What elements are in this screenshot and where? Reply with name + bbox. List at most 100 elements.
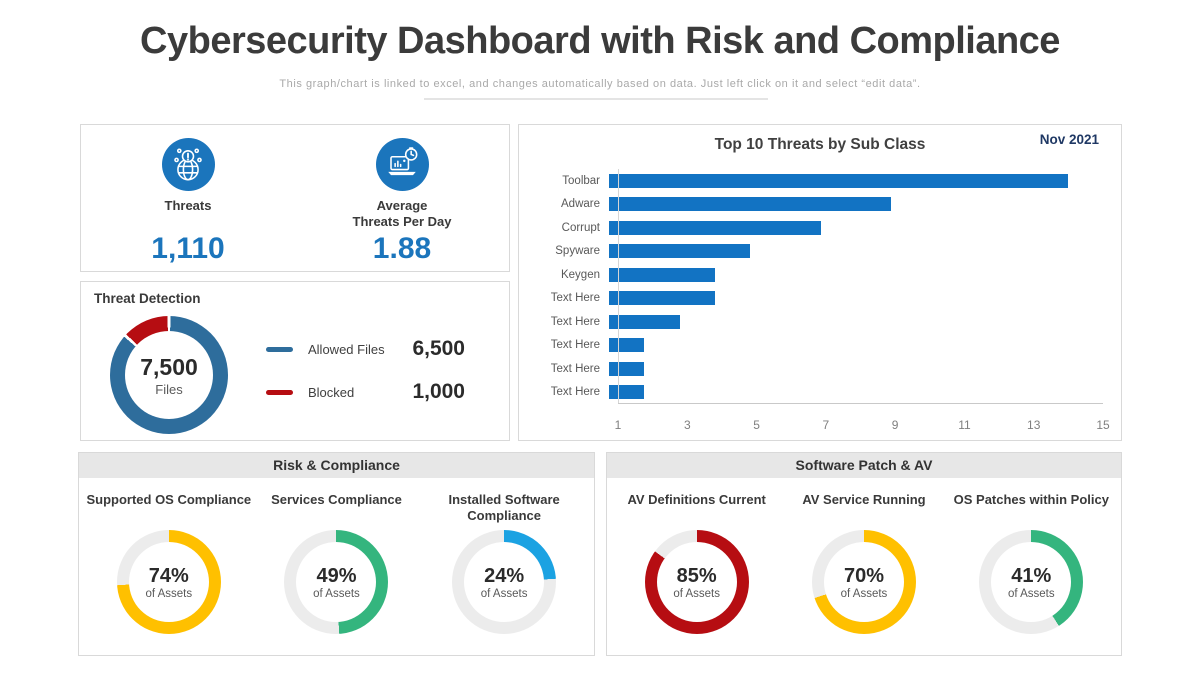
legend-dash-icon bbox=[266, 346, 293, 352]
bar-row: Toolbar bbox=[537, 169, 1103, 193]
bar-row: Text Here bbox=[537, 310, 1103, 334]
gauge-title: OS Patches within Policy bbox=[953, 492, 1109, 507]
bar-row: Spyware bbox=[537, 240, 1103, 264]
threat-detection-title: Threat Detection bbox=[94, 291, 201, 306]
bar-track bbox=[609, 173, 1103, 188]
stat-card-avg-threats: Average Threats Per Day 1.88 bbox=[306, 138, 499, 271]
bar-rows: Toolbar Adware Corrupt Spyware Keygen Text He… bbox=[537, 169, 1103, 404]
bar-track bbox=[609, 361, 1103, 376]
bar-label: Text Here bbox=[550, 292, 600, 305]
bar-track bbox=[609, 338, 1103, 353]
bar bbox=[609, 338, 645, 353]
x-tick-label: 11 bbox=[958, 418, 971, 432]
globe-alert-icon bbox=[161, 138, 215, 191]
laptop-timer-icon bbox=[375, 138, 429, 191]
gauge-percent: 24% bbox=[484, 564, 525, 587]
gauge-ring: 70% of Assets bbox=[811, 530, 916, 634]
gauge-percent: 41% bbox=[1011, 564, 1052, 587]
bar bbox=[609, 244, 751, 259]
gauge-title: AV Service Running bbox=[802, 492, 926, 507]
software-patch-panel: Software Patch & AV AV Definitions Curre… bbox=[606, 452, 1122, 656]
x-axis-line bbox=[618, 403, 1103, 404]
bar-row: Text Here bbox=[537, 287, 1103, 311]
bar-track bbox=[609, 220, 1103, 235]
stat-card-threats: Threats 1,110 bbox=[92, 138, 285, 271]
gauge-unit: of Assets bbox=[145, 587, 193, 600]
gauge-title: Services Compliance bbox=[271, 492, 402, 507]
gauge-unit: of Assets bbox=[1007, 587, 1055, 600]
gauge-unit: of Assets bbox=[313, 587, 360, 600]
x-tick-label: 5 bbox=[753, 418, 760, 432]
legend-value: 6,500 bbox=[412, 337, 465, 360]
gauge-unit: of Assets bbox=[673, 587, 720, 600]
bar-track bbox=[609, 291, 1103, 306]
gauge-av-service: AV Service Running 70% of Assets bbox=[781, 492, 947, 634]
bar-row: Corrupt bbox=[537, 216, 1103, 240]
gauge-title: Supported OS Compliance bbox=[86, 492, 252, 507]
bar-label: Keygen bbox=[560, 268, 600, 281]
software-patch-header: Software Patch & AV bbox=[607, 453, 1121, 478]
legend-dash-icon bbox=[266, 389, 293, 395]
legend-label: Allowed Files bbox=[308, 341, 385, 357]
gauge-ring: 41% of Assets bbox=[979, 530, 1084, 634]
donut-legend: Allowed Files 6,500 Blocked 1,000 bbox=[266, 335, 465, 421]
x-tick-label: 9 bbox=[891, 418, 899, 432]
x-axis-ticks: 1 3 5 7 9 11 13 15 bbox=[615, 410, 1110, 432]
bar bbox=[609, 220, 821, 235]
bar-track bbox=[609, 385, 1103, 400]
x-tick-label: 7 bbox=[822, 418, 830, 432]
bar bbox=[609, 291, 715, 306]
gauge-av-definitions: AV Definitions Current 85% of Assets bbox=[614, 492, 780, 634]
bar-label: Text Here bbox=[550, 386, 600, 399]
bar-row: Text Here bbox=[537, 357, 1103, 381]
bar bbox=[609, 361, 645, 376]
legend-value: 1,000 bbox=[412, 380, 465, 403]
bar-label: Text Here bbox=[550, 339, 600, 352]
gauge-title: AV Definitions Current bbox=[627, 492, 766, 507]
bar-track bbox=[609, 244, 1103, 259]
gauge-unit: of Assets bbox=[840, 587, 888, 600]
gauge-os-patches: OS Patches within Policy 41% of Assets bbox=[948, 492, 1114, 634]
legend-row-blocked: Blocked 1,000 bbox=[266, 378, 465, 406]
gauge-supported-os: Supported OS Compliance 74% of Assets bbox=[86, 492, 252, 634]
gauge-ring: 49% of Assets bbox=[284, 530, 389, 634]
threat-stats-panel: Threats 1,110 Average bbox=[80, 124, 510, 272]
threat-detection-panel: Threat Detection 7,500 Files Allowed Fil… bbox=[80, 281, 510, 441]
gauge-ring: 74% of Assets bbox=[116, 530, 221, 634]
donut-center: 7,500 Files bbox=[125, 331, 213, 419]
risk-compliance-header: Risk & Compliance bbox=[79, 453, 594, 478]
top-threats-chart-panel: Top 10 Threats by Sub Class Nov 2021 Too… bbox=[518, 124, 1122, 441]
x-tick-label: 15 bbox=[1096, 418, 1110, 432]
y-axis-line bbox=[618, 169, 619, 404]
threat-detection-donut: 7,500 Files bbox=[110, 316, 228, 434]
x-tick-label: 3 bbox=[683, 418, 691, 432]
risk-compliance-panel: Risk & Compliance Supported OS Complianc… bbox=[78, 452, 595, 656]
page-title: Cybersecurity Dashboard with Risk and Co… bbox=[140, 20, 1060, 62]
bar bbox=[609, 314, 680, 329]
bar bbox=[609, 385, 645, 400]
stat-value: 1.88 bbox=[372, 232, 432, 265]
chart-period-label: Nov 2021 bbox=[1039, 132, 1099, 147]
bar-chart: Toolbar Adware Corrupt Spyware Keygen Text He… bbox=[537, 169, 1110, 432]
gauge-ring: 85% of Assets bbox=[644, 530, 749, 634]
page-subtitle: This graph/chart is linked to excel, and… bbox=[279, 78, 921, 90]
bar-label: Adware bbox=[561, 198, 600, 211]
stat-label: Threats bbox=[164, 198, 212, 213]
chart-title: Top 10 Threats by Sub Class bbox=[714, 136, 926, 153]
x-tick-label: 13 bbox=[1027, 418, 1041, 432]
bar-track bbox=[609, 267, 1103, 282]
legend-label: Blocked bbox=[308, 384, 355, 400]
gauge-ring: 24% of Assets bbox=[452, 530, 557, 634]
stat-label: Average Threats Per Day bbox=[352, 198, 452, 229]
bar bbox=[609, 197, 892, 212]
bar-row: Keygen bbox=[537, 263, 1103, 287]
subtitle-divider bbox=[424, 98, 768, 100]
bar-track bbox=[609, 314, 1103, 329]
stat-value: 1,110 bbox=[151, 232, 225, 265]
donut-unit: Files bbox=[155, 381, 183, 397]
gauge-installed-software: Installed Software Compliance 24% of Ass… bbox=[421, 492, 587, 634]
gauge-unit: of Assets bbox=[480, 587, 528, 600]
gauge-services-compliance: Services Compliance 49% of Assets bbox=[253, 492, 419, 634]
bar-row: Text Here bbox=[537, 381, 1103, 405]
